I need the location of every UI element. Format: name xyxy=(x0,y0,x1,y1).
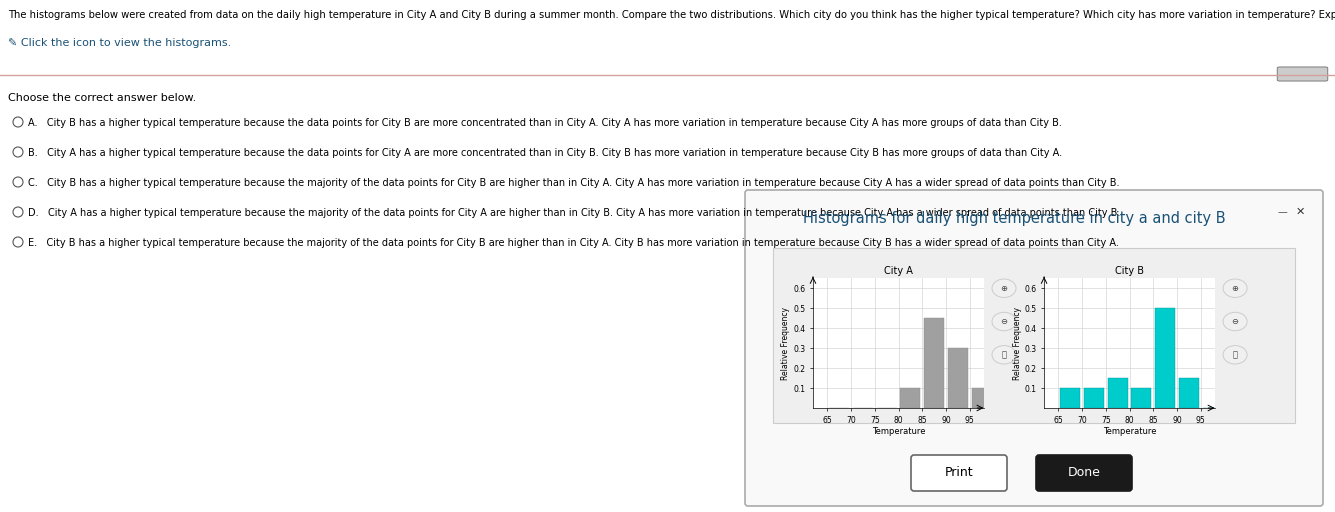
Bar xyxy=(900,388,920,408)
Circle shape xyxy=(992,312,1016,331)
FancyBboxPatch shape xyxy=(752,196,1318,500)
Text: Choose the correct answer below.: Choose the correct answer below. xyxy=(8,93,196,103)
Bar xyxy=(948,348,968,408)
Text: B.   City A has a higher typical temperature because the data points for City A : B. City A has a higher typical temperatu… xyxy=(28,148,1063,158)
Text: ✎ Click the icon to view the histograms.: ✎ Click the icon to view the histograms. xyxy=(8,38,231,48)
X-axis label: Temperature: Temperature xyxy=(872,428,925,436)
FancyBboxPatch shape xyxy=(745,190,1323,506)
Title: City B: City B xyxy=(1115,266,1144,276)
Bar xyxy=(1108,378,1128,408)
Text: Done: Done xyxy=(1068,466,1100,480)
FancyBboxPatch shape xyxy=(1278,67,1328,81)
Text: Histograms for daily high temperature in city a and city B: Histograms for daily high temperature in… xyxy=(802,211,1226,226)
Bar xyxy=(972,388,992,408)
Text: ⧉: ⧉ xyxy=(1232,350,1238,359)
Circle shape xyxy=(992,346,1016,364)
Text: ⊕: ⊕ xyxy=(1000,284,1008,293)
Bar xyxy=(1084,388,1104,408)
Circle shape xyxy=(1223,279,1247,297)
Text: D.   City A has a higher typical temperature because the majority of the data po: D. City A has a higher typical temperatu… xyxy=(28,208,1120,218)
Bar xyxy=(1155,308,1175,408)
Text: ✕: ✕ xyxy=(1295,207,1304,217)
Circle shape xyxy=(992,279,1016,297)
FancyBboxPatch shape xyxy=(1036,455,1132,491)
Bar xyxy=(1132,388,1151,408)
Text: Print: Print xyxy=(945,466,973,480)
Text: The histograms below were created from data on the daily high temperature in Cit: The histograms below were created from d… xyxy=(8,10,1335,20)
Bar xyxy=(1179,378,1199,408)
Bar xyxy=(1060,388,1080,408)
Title: City A: City A xyxy=(884,266,913,276)
Y-axis label: Relative Frequency: Relative Frequency xyxy=(781,307,790,379)
Text: E.   City B has a higher typical temperature because the majority of the data po: E. City B has a higher typical temperatu… xyxy=(28,238,1119,248)
Text: ⊕: ⊕ xyxy=(1232,284,1239,293)
Text: A.   City B has a higher typical temperature because the data points for City B : A. City B has a higher typical temperatu… xyxy=(28,118,1061,128)
Y-axis label: Relative Frequency: Relative Frequency xyxy=(1012,307,1021,379)
Text: ⊖: ⊖ xyxy=(1000,317,1008,326)
Text: ⊖: ⊖ xyxy=(1232,317,1239,326)
Text: ⧉: ⧉ xyxy=(1001,350,1007,359)
Circle shape xyxy=(1223,312,1247,331)
X-axis label: Temperature: Temperature xyxy=(1103,428,1156,436)
FancyBboxPatch shape xyxy=(773,248,1295,423)
Bar xyxy=(924,318,944,408)
Circle shape xyxy=(1223,346,1247,364)
Text: C.   City B has a higher typical temperature because the majority of the data po: C. City B has a higher typical temperatu… xyxy=(28,178,1120,188)
Text: —: — xyxy=(1278,207,1287,217)
FancyBboxPatch shape xyxy=(910,455,1007,491)
